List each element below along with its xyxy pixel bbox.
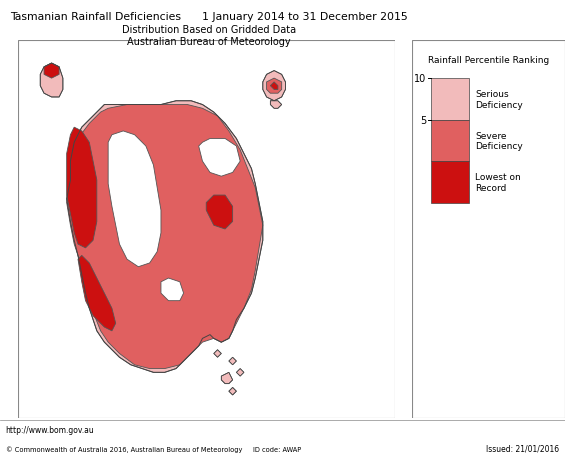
Text: 5: 5 xyxy=(420,115,426,125)
Text: Lowest on
Record: Lowest on Record xyxy=(475,173,521,192)
Text: © Commonwealth of Australia 2016, Australian Bureau of Meteorology     ID code: : © Commonwealth of Australia 2016, Austra… xyxy=(6,445,301,452)
Text: Tasmanian Rainfall Deficiencies      1 January 2014 to 31 December 2015: Tasmanian Rainfall Deficiencies 1 Januar… xyxy=(10,11,408,22)
Polygon shape xyxy=(108,132,161,267)
Text: Severe
Deficiency: Severe Deficiency xyxy=(475,131,523,151)
Polygon shape xyxy=(214,350,221,358)
Polygon shape xyxy=(67,105,263,369)
Polygon shape xyxy=(67,101,263,373)
Bar xyxy=(431,120,469,162)
Text: http://www.bom.gov.au: http://www.bom.gov.au xyxy=(6,425,94,434)
Polygon shape xyxy=(67,128,97,248)
Polygon shape xyxy=(44,64,59,79)
Bar xyxy=(431,79,469,120)
Polygon shape xyxy=(229,387,236,395)
Polygon shape xyxy=(206,196,233,230)
Polygon shape xyxy=(199,139,240,177)
Polygon shape xyxy=(78,256,116,331)
Polygon shape xyxy=(161,279,184,301)
Polygon shape xyxy=(267,79,282,94)
Bar xyxy=(431,162,469,203)
Polygon shape xyxy=(221,373,233,384)
Polygon shape xyxy=(263,72,285,101)
Text: Serious
Deficiency: Serious Deficiency xyxy=(475,90,523,109)
Text: Rainfall Percentile Ranking: Rainfall Percentile Ranking xyxy=(428,56,549,65)
Polygon shape xyxy=(236,369,244,376)
Text: 10: 10 xyxy=(414,74,426,84)
Polygon shape xyxy=(40,64,63,98)
Polygon shape xyxy=(270,83,278,90)
Polygon shape xyxy=(270,101,282,109)
Text: Issued: 21/01/2016: Issued: 21/01/2016 xyxy=(486,443,559,452)
Text: Australian Bureau of Meteorology: Australian Bureau of Meteorology xyxy=(127,37,291,47)
Polygon shape xyxy=(229,358,236,365)
Text: Distribution Based on Gridded Data: Distribution Based on Gridded Data xyxy=(122,25,296,35)
